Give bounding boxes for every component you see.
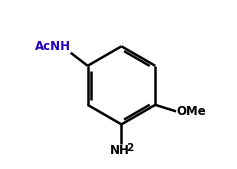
Text: OMe: OMe <box>176 105 206 118</box>
Text: 2: 2 <box>126 143 134 153</box>
Text: AcNH: AcNH <box>35 40 71 53</box>
Text: NH: NH <box>110 144 130 157</box>
